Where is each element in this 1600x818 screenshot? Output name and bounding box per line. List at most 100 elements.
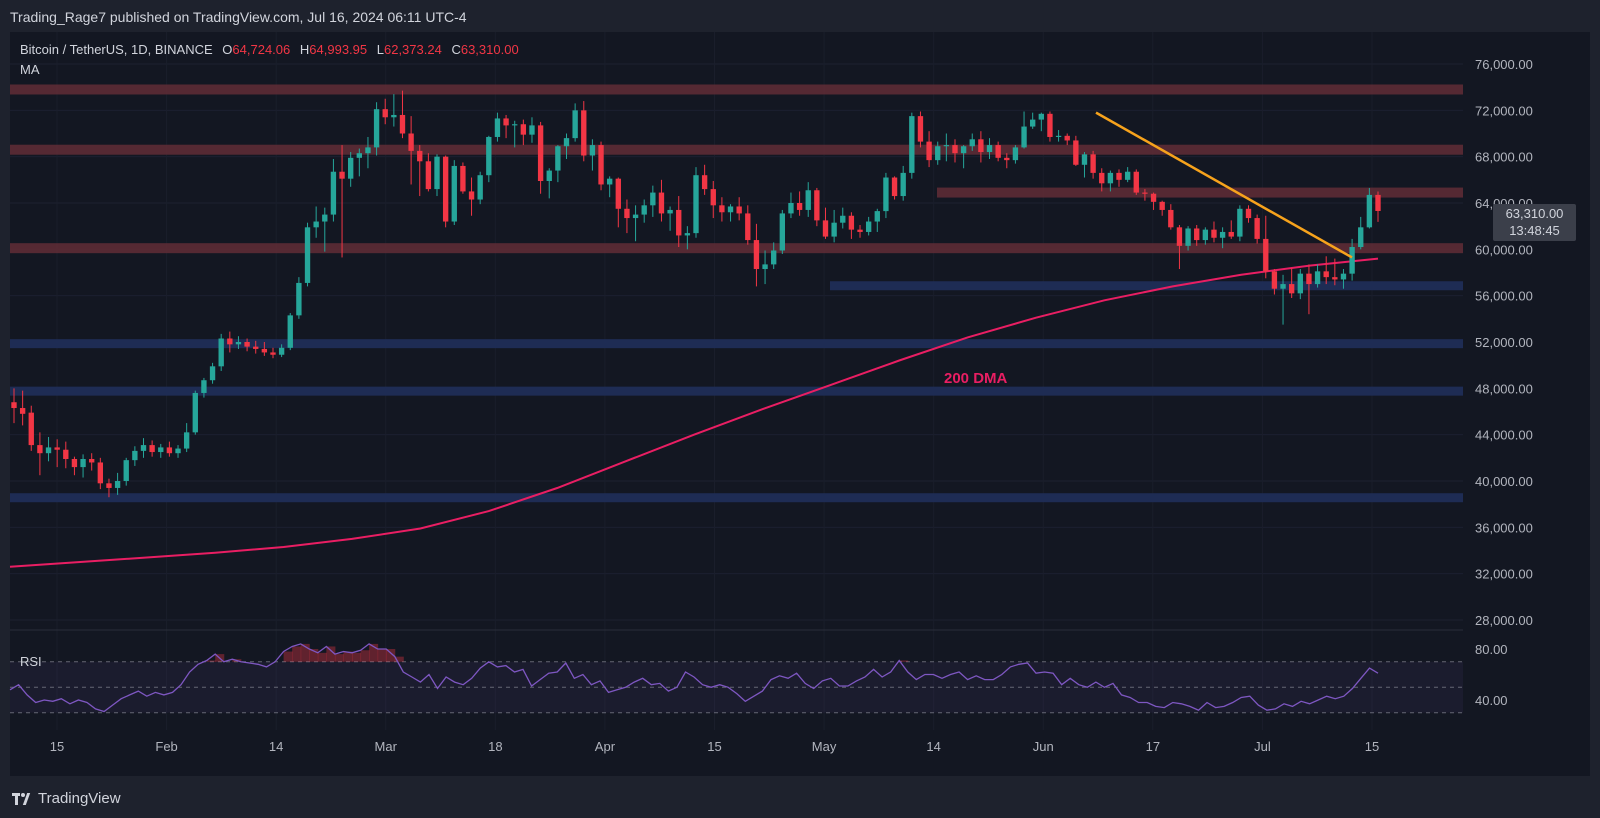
candle-body	[253, 346, 259, 349]
candle-body	[581, 110, 587, 156]
support-zone	[10, 339, 1463, 349]
tradingview-brand: TradingView	[38, 790, 121, 807]
candle-body	[1280, 284, 1286, 289]
candle-body	[1124, 171, 1131, 180]
candle-body	[762, 264, 768, 270]
price-tick-label: 40,000.00	[1475, 474, 1533, 489]
candle-body	[218, 338, 224, 367]
candle-body	[805, 190, 811, 210]
candle-body	[546, 170, 552, 181]
candle-body	[1038, 113, 1044, 120]
candle-body	[1228, 231, 1234, 237]
rsi-overbought-fill	[386, 649, 396, 662]
support-zone	[830, 281, 1463, 291]
candle-body	[572, 110, 578, 139]
candle-body	[822, 220, 829, 237]
candle-body	[529, 125, 535, 135]
candle-body	[563, 138, 570, 147]
candle-body	[693, 175, 699, 234]
candle-body	[244, 342, 250, 347]
candle-body	[1176, 227, 1183, 246]
candle-body	[1030, 119, 1036, 127]
tradingview-logo[interactable]: TradingView	[12, 790, 121, 807]
symbol-legend[interactable]: Bitcoin / TetherUS, 1D, BINANCE O64,724.…	[20, 42, 519, 57]
chart-panel[interactable]	[10, 32, 1590, 776]
candle-body	[995, 145, 1001, 158]
time-tick-label: 18	[488, 739, 502, 754]
time-tick-label: 14	[269, 739, 283, 754]
candle-body	[641, 205, 647, 215]
candle-body	[11, 402, 17, 409]
candle-body	[986, 145, 993, 153]
candle-body	[261, 348, 268, 353]
candle-body	[1159, 201, 1165, 210]
ma200-line	[9, 257, 1379, 568]
candle-body	[848, 215, 855, 230]
price-tick-label: 44,000.00	[1475, 428, 1533, 443]
candle-body	[1288, 284, 1295, 294]
candle-body	[537, 125, 544, 181]
candle-body	[503, 118, 509, 126]
candle-body	[287, 315, 293, 348]
price-tick-label: 32,000.00	[1475, 567, 1533, 582]
price-tick-label: 72,000.00	[1475, 103, 1533, 118]
footer-bar	[0, 776, 1600, 818]
candle-body	[1254, 218, 1260, 239]
candle-body	[63, 449, 69, 459]
candle-body	[425, 161, 432, 190]
candle-body	[891, 177, 898, 197]
rsi-overbought-fill	[206, 660, 216, 662]
price-tick-label: 68,000.00	[1475, 150, 1533, 165]
candle-body	[1306, 273, 1312, 285]
candle-body	[667, 209, 673, 214]
last-price-tag: 63,310.00 13:48:45	[1493, 204, 1576, 241]
time-tick-label: Feb	[155, 739, 177, 754]
candle-body	[365, 147, 371, 154]
candle-body	[745, 213, 751, 241]
candle-body	[512, 124, 518, 126]
candle-body	[1081, 154, 1088, 165]
candle-body	[408, 133, 414, 151]
high-label: H	[299, 42, 310, 57]
candle-body	[1004, 157, 1010, 161]
candle-body	[460, 165, 466, 192]
rsi-overbought-fill	[899, 660, 909, 662]
candle-body	[926, 141, 932, 161]
price-tick-label: 60,000.00	[1475, 242, 1533, 257]
rsi-overbought-fill	[360, 650, 370, 662]
candle-body	[80, 458, 86, 468]
candle-body	[1133, 171, 1139, 193]
time-tick-label: May	[812, 739, 837, 754]
rsi-overbought-fill	[343, 651, 353, 662]
candle-body	[701, 175, 708, 190]
candle-body	[788, 203, 794, 214]
low-value: 62,373.24	[383, 42, 442, 57]
candle-body	[227, 338, 233, 345]
candle-body	[192, 392, 198, 433]
candle-body	[54, 447, 60, 450]
publisher-line: Trading_Rage7 published on TradingView.c…	[10, 9, 467, 25]
rsi-line	[9, 643, 1379, 713]
candle-body	[71, 458, 78, 468]
resistance-zone	[10, 144, 1463, 155]
candle-body	[451, 165, 457, 222]
candle-body	[719, 205, 725, 213]
candle-body	[865, 221, 872, 232]
publish-bar: Trading_Rage7 published on TradingView.c…	[0, 0, 1600, 32]
candle-body	[658, 192, 665, 214]
candle-body	[857, 229, 863, 232]
candle-body	[123, 460, 129, 481]
candle-body	[771, 250, 777, 265]
ma-indicator-label[interactable]: MA	[20, 62, 40, 77]
candle-body	[1271, 271, 1278, 289]
candle-body	[1073, 140, 1079, 165]
rsi-indicator-label[interactable]: RSI	[20, 654, 42, 669]
resistance-zone	[10, 243, 1463, 254]
candle-body	[520, 124, 527, 135]
candle-body	[183, 432, 190, 449]
candle-body	[278, 347, 285, 355]
candle-body	[1219, 231, 1226, 238]
candle-body	[1055, 135, 1062, 137]
time-tick-label: 15	[707, 739, 721, 754]
